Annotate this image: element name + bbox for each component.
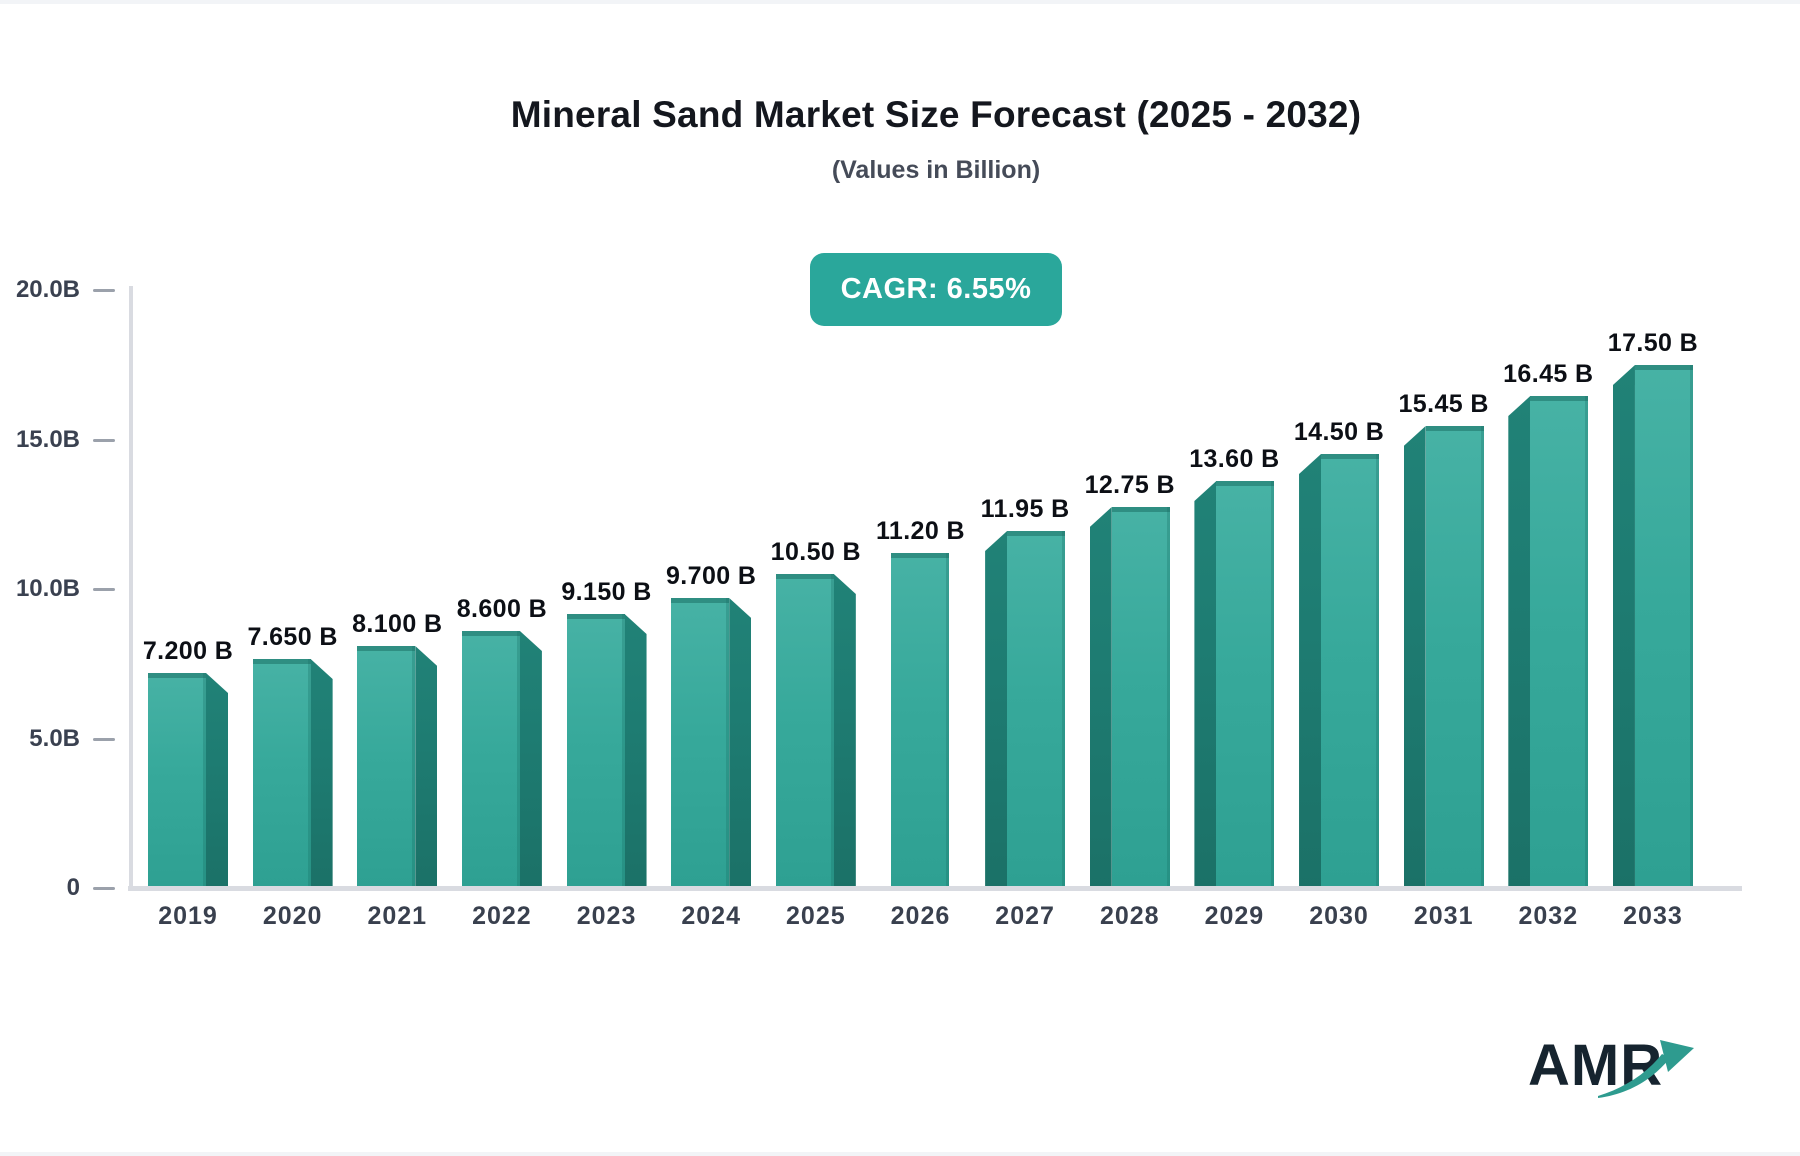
x-tick-label: 2021 — [367, 902, 428, 930]
amr-logo-text: AMR — [1528, 1033, 1664, 1098]
bar — [357, 646, 416, 889]
bar — [775, 574, 834, 889]
bar — [891, 553, 950, 889]
bar-value-label: 15.45 B — [1398, 390, 1489, 418]
bar-side-face — [729, 598, 752, 889]
bar-side-face — [519, 631, 542, 889]
bar — [1111, 507, 1170, 889]
bar-value-label: 7.200 B — [142, 637, 234, 665]
amr-logo: AMR — [1528, 1032, 1718, 1122]
bar-side-face — [1612, 365, 1635, 889]
y-tick-label: 0 — [66, 874, 80, 901]
bar-value-label: 13.60 B — [1189, 445, 1280, 473]
y-tick-dash — [93, 289, 115, 292]
bar-value-label: 11.95 B — [980, 495, 1070, 523]
bar-side-face — [624, 614, 647, 889]
y-tick-dash — [93, 887, 115, 890]
bar — [566, 614, 625, 889]
bar — [1634, 365, 1693, 889]
y-tick-dash — [93, 588, 115, 591]
bar-side-face — [1508, 396, 1531, 889]
chart-subtitle: (Values in Billion) — [831, 156, 1041, 184]
bottom-edge-strip — [0, 1152, 1800, 1156]
growth-arrow-icon — [1598, 1040, 1694, 1098]
bar-side-face — [206, 673, 228, 889]
x-tick-label: 2030 — [1309, 902, 1369, 930]
x-tick-label: 2019 — [158, 902, 218, 930]
bar-side-face — [1194, 481, 1217, 889]
chart-header: Mineral Sand Market Size Forecast (2025 … — [60, 94, 1800, 185]
y-tick-label: 20.0B — [15, 276, 80, 303]
bar-value-label: 8.100 B — [352, 610, 443, 638]
bar-value-label: 7.650 B — [247, 623, 338, 651]
bar — [1216, 481, 1275, 889]
x-tick-label: 2028 — [1099, 902, 1160, 930]
bar — [252, 659, 311, 889]
bar — [1321, 454, 1380, 889]
x-tick-label: 2022 — [472, 902, 532, 930]
x-tick-label: 2020 — [262, 902, 323, 930]
bar — [671, 598, 730, 889]
y-tick-label: 10.0B — [15, 575, 80, 602]
top-edge-strip — [0, 0, 1800, 4]
bar-value-label: 17.50 B — [1607, 329, 1699, 357]
chart-title: Mineral Sand Market Size Forecast (2025 … — [510, 94, 1362, 135]
bar-side-face — [833, 574, 856, 889]
bar-side-face — [1089, 507, 1112, 889]
x-tick-label: 2033 — [1623, 902, 1683, 930]
bar-value-label: 9.150 B — [561, 578, 652, 606]
bar-value-label: 16.45 B — [1503, 360, 1594, 388]
bar-value-label: 9.700 B — [666, 562, 757, 590]
bar — [1530, 396, 1589, 889]
bar — [461, 631, 520, 889]
bar — [148, 673, 206, 889]
bar-value-label: 8.600 B — [456, 595, 548, 623]
bar-value-label: 12.75 B — [1084, 471, 1175, 499]
y-tick-dash — [93, 737, 115, 741]
cagr-badge-wrap: CAGR: 6.55% — [60, 253, 1800, 326]
x-tick-label: 2031 — [1413, 902, 1474, 930]
y-tick-label: 5.0B — [29, 724, 80, 752]
bar-value-label: 10.50 B — [770, 538, 862, 566]
bar-side-face — [985, 531, 1008, 889]
bar-side-face — [1403, 426, 1426, 889]
x-tick-label: 2032 — [1518, 902, 1579, 930]
x-tick-label: 2026 — [890, 902, 951, 930]
y-tick-dash — [93, 438, 115, 442]
bar-side-face — [310, 659, 333, 889]
x-tick-label: 2029 — [1204, 902, 1265, 930]
y-tick-label: 15.0B — [15, 425, 80, 453]
bar — [1425, 426, 1484, 889]
x-tick-label: 2025 — [786, 902, 846, 930]
x-tick-label: 2024 — [681, 902, 741, 930]
bar-value-label: 14.50 B — [1293, 418, 1385, 446]
x-tick-label: 2023 — [576, 902, 637, 930]
cagr-badge: CAGR: 6.55% — [809, 253, 1063, 326]
x-axis-line — [128, 886, 1742, 891]
y-axis-line — [129, 286, 133, 888]
bar — [1007, 531, 1066, 889]
bar-value-label: 11.20 B — [875, 517, 965, 545]
x-tick-label: 2027 — [995, 902, 1055, 930]
bar-side-face — [415, 646, 438, 889]
bar-side-face — [1299, 454, 1322, 889]
